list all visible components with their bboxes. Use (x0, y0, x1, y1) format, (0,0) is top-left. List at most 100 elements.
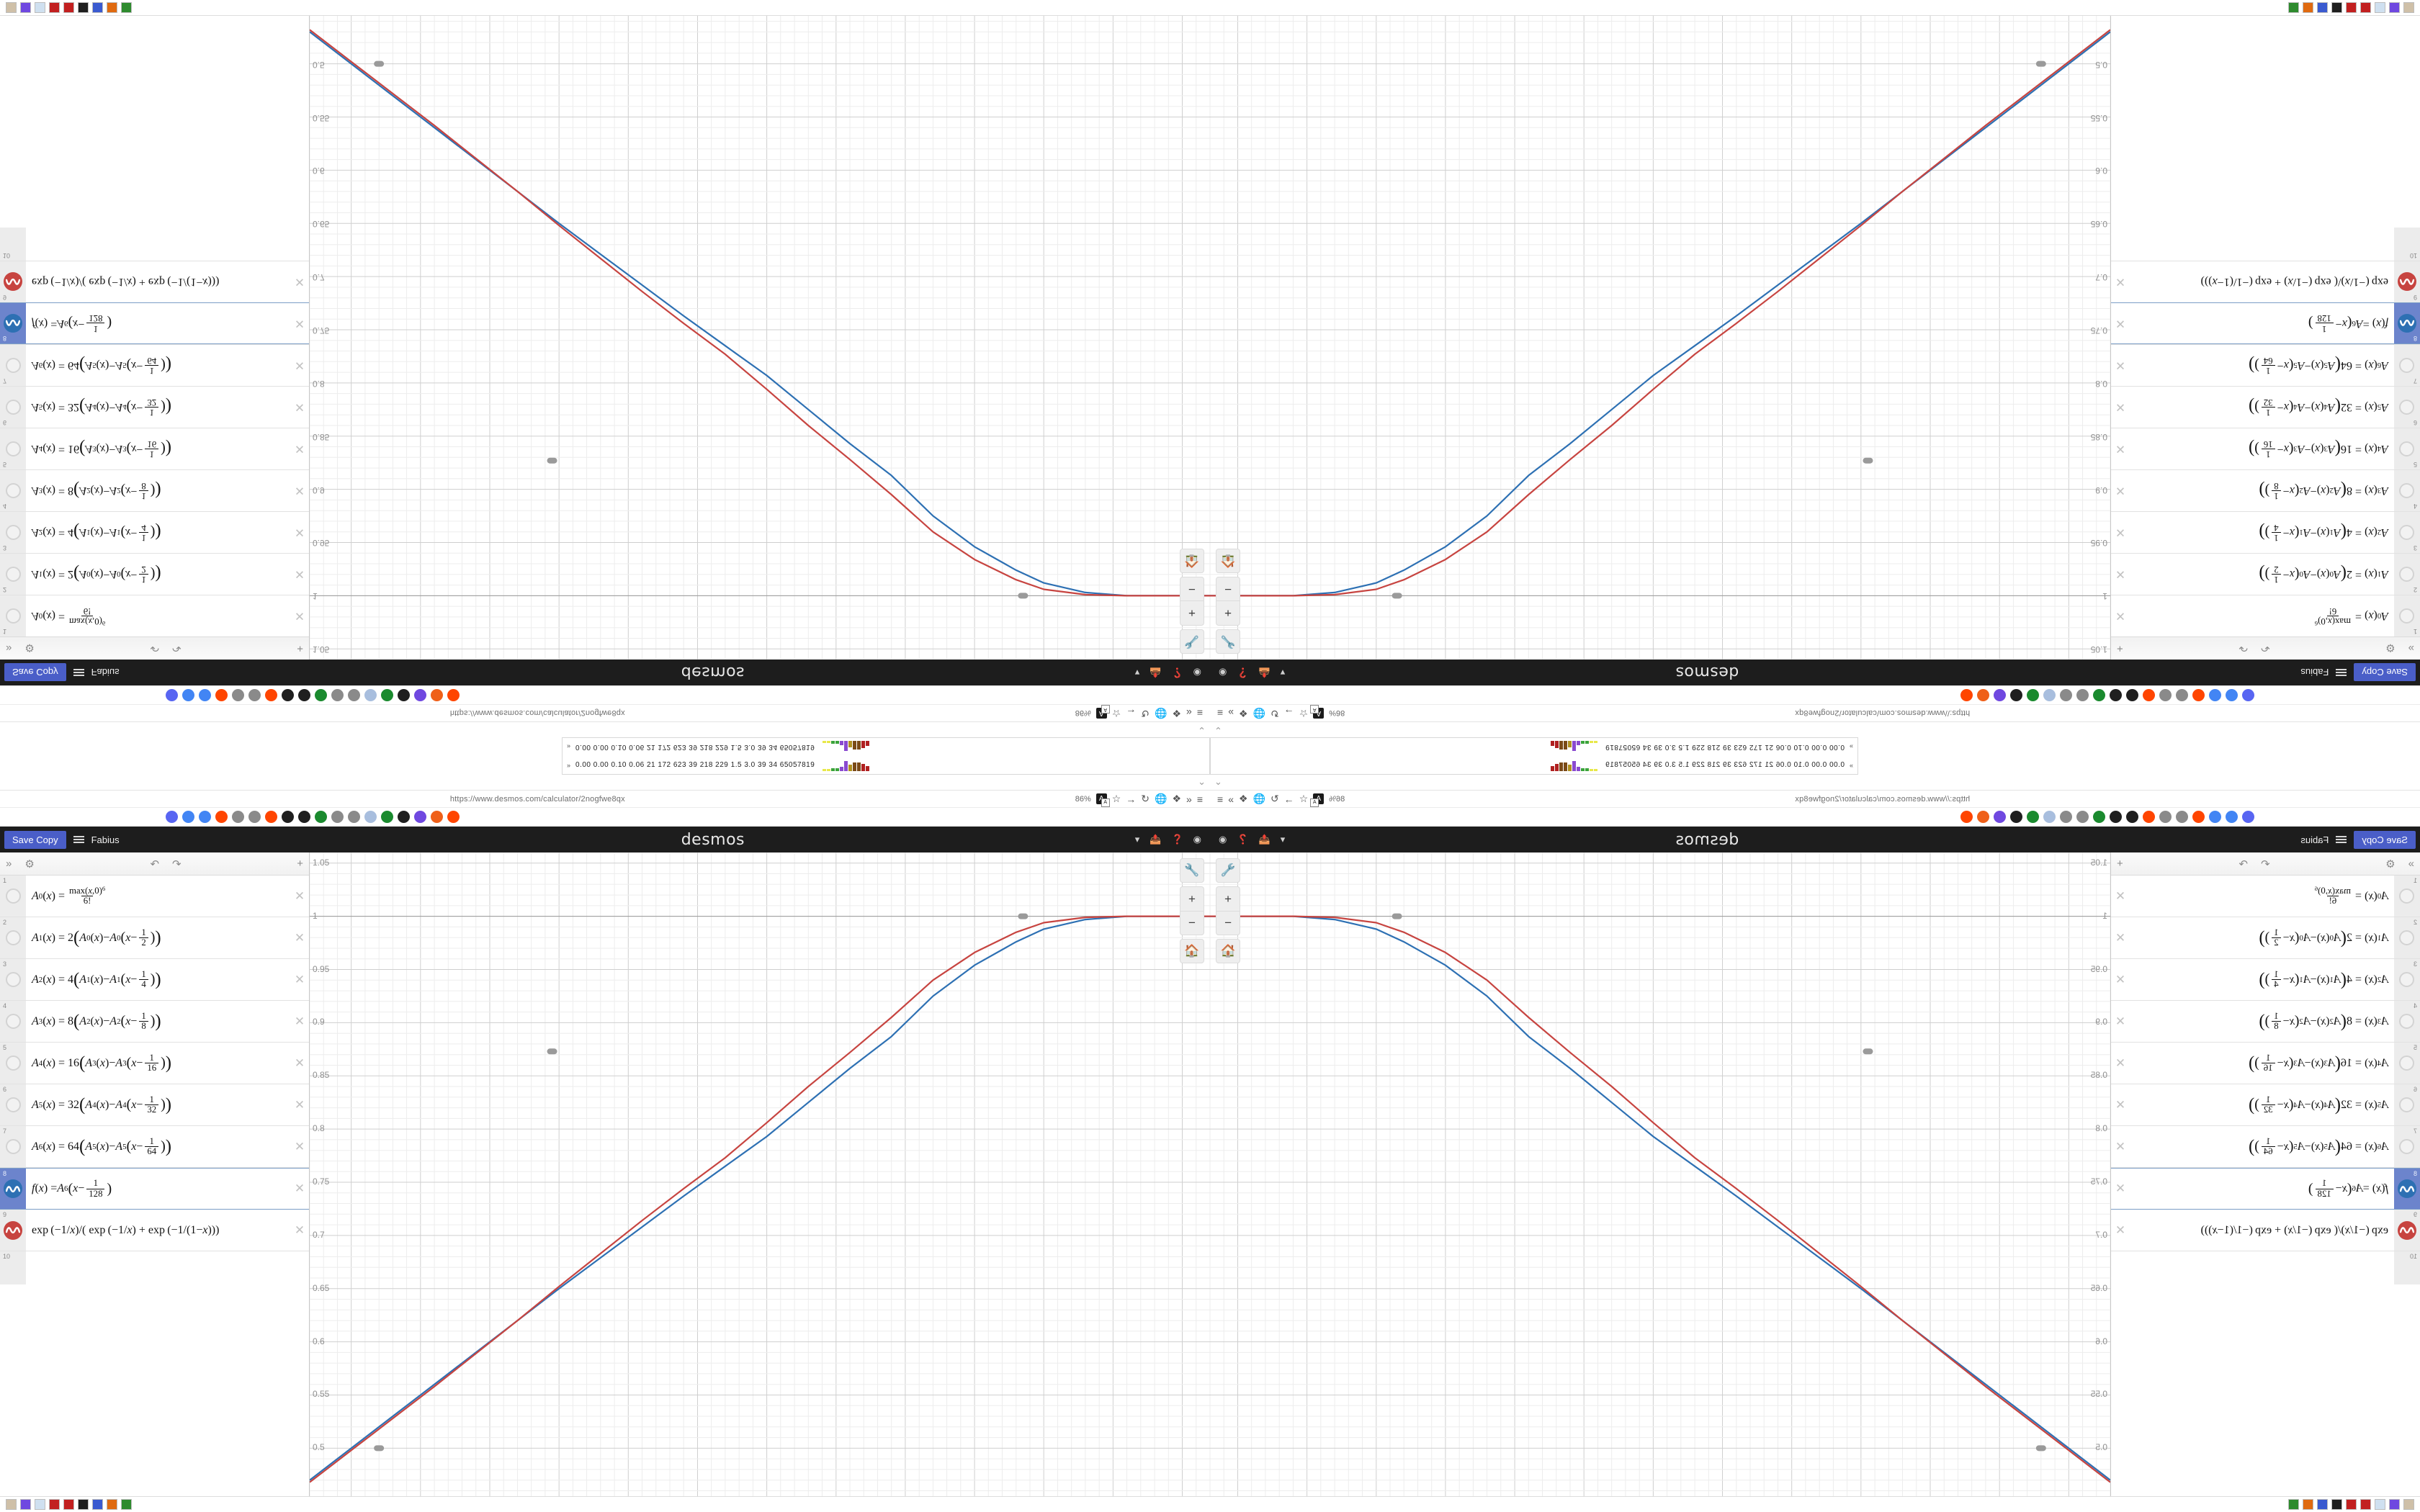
plot-toggle[interactable] (5, 525, 21, 540)
save-copy-button[interactable]: Save Copy (2354, 663, 2416, 682)
document-title[interactable]: Fabius (91, 834, 120, 845)
google-favicon[interactable] (199, 689, 211, 701)
system-monitor-caret[interactable]: » (567, 761, 571, 769)
delete-expression-icon[interactable] (2111, 1251, 2130, 1284)
undo-icon[interactable]: ↶ (2260, 858, 2270, 870)
expression-math[interactable]: A 1(x) = 2(A 0(x)− A 0(x − 1 2)) (2259, 564, 2388, 585)
expression-index-cell[interactable]: 6 (2394, 387, 2420, 428)
expression-row[interactable]: 2 A 1(x) = 2(A 0(x)− A 0(x − 1 2)) ✕ (2111, 553, 2420, 595)
expression-index-cell[interactable]: 8 (0, 303, 26, 343)
plot-toggle[interactable] (2398, 272, 2416, 292)
bookmark-star-icon[interactable]: ☆ (1111, 793, 1121, 804)
delete-expression-icon[interactable]: ✕ (294, 888, 305, 903)
plot-toggle[interactable] (2399, 1097, 2415, 1112)
expression-row[interactable]: 5 A 4(x) = 16(A 3(x)− A 3(x − 1 16)) ✕ (0, 428, 309, 469)
expression-math[interactable]: A 2(x) = 4(A 1(x)− A 1(x − 1 4)) (2259, 968, 2388, 990)
expression-math[interactable]: A 5(x) = 32(A 4(x)− A 4(x − 1 32)) (2248, 397, 2388, 418)
archive-favicon[interactable] (298, 689, 310, 701)
document-title[interactable]: Fabius (2300, 667, 2329, 678)
discord-favicon[interactable] (2242, 811, 2254, 823)
delete-expression-icon[interactable]: ✕ (294, 526, 305, 540)
share-icon[interactable]: 📤 (1150, 834, 1162, 845)
expression-index-cell[interactable]: 10 (2394, 228, 2420, 261)
expression-math[interactable]: A 2(x) = 4(A 1(x)− A 1(x − 1 4)) (2259, 522, 2388, 544)
expression-row[interactable]: 8 f(x) = A 6(x − 1 128) ✕ (2111, 1168, 2420, 1210)
zoom-level-label[interactable]: 86% (1075, 794, 1091, 804)
browser-action-icons[interactable]: 86% A ☆ → ↻ 🌐 ❖ » ≡ (1075, 707, 1210, 720)
expression-index-cell[interactable]: 1 (0, 876, 26, 917)
plot-toggle[interactable] (2398, 314, 2416, 333)
overflow-chevron-icon[interactable]: » (1228, 793, 1234, 805)
menu-icon[interactable]: ≡ (1196, 793, 1203, 805)
zoom-out-button[interactable]: − (1180, 577, 1204, 601)
expression-math[interactable]: exp (−1/x)/( exp (−1/x) + exp (−1/(1− x))… (32, 1223, 220, 1236)
reddit-favicon[interactable] (447, 689, 460, 701)
dock-app-icon[interactable] (2331, 1499, 2342, 1510)
redo-icon[interactable]: ↷ (2238, 642, 2248, 654)
overflow-chevron-icon[interactable]: » (1228, 707, 1234, 719)
expression-math[interactable]: A 3(x) = 8(A 2(x)− A 2(x − 1 8)) (2259, 480, 2388, 502)
expression-row[interactable]: 5 A 4(x) = 16(A 3(x)− A 3(x − 1 16)) ✕ (0, 1043, 309, 1084)
delete-expression-icon[interactable]: ✕ (2115, 526, 2126, 540)
home-icon[interactable]: 🏠 (1216, 549, 1240, 573)
expression-row[interactable]: 9 exp (−1/x)/( exp (−1/x) + exp (−1/(1− x)… (2111, 1210, 2420, 1251)
expression-index-cell[interactable]: 6 (0, 1084, 26, 1125)
save-copy-button[interactable]: Save Copy (4, 663, 66, 682)
delete-expression-icon[interactable]: ✕ (2115, 1182, 2126, 1195)
dock-app-icon[interactable] (107, 2, 117, 13)
gray-favicon[interactable] (248, 689, 261, 701)
reddit-favicon[interactable] (2192, 811, 2205, 823)
expression-index-cell[interactable]: 3 (2394, 512, 2420, 553)
expression-math[interactable]: exp (−1/x)/( exp (−1/x) + exp (−1/(1− x))… (2200, 1223, 2388, 1236)
expression-index-cell[interactable]: 4 (2394, 1001, 2420, 1042)
delete-expression-icon[interactable]: ✕ (294, 930, 305, 945)
delete-expression-icon[interactable]: ✕ (294, 275, 305, 289)
orange-star-favicon[interactable] (431, 811, 443, 823)
home-icon[interactable]: 🏠 (1216, 939, 1240, 963)
plot-toggle[interactable] (2399, 930, 2415, 945)
delete-expression-icon[interactable]: ✕ (2115, 359, 2126, 373)
expression-row[interactable]: 2 A 1(x) = 2(A 0(x)− A 0(x − 1 2)) ✕ (0, 917, 309, 959)
expression-math[interactable]: A 4(x) = 16(A 3(x)− A 3(x − 1 16)) (32, 438, 172, 460)
expression-row[interactable]: 6 A 5(x) = 32(A 4(x)− A 4(x − 1 32)) ✕ (2111, 1084, 2420, 1126)
expression-index-cell[interactable]: 9 (0, 261, 26, 302)
plot-toggle[interactable] (5, 1056, 21, 1071)
graph-plot-area[interactable] (1210, 0, 2110, 660)
delete-expression-icon[interactable]: ✕ (2115, 317, 2126, 330)
reddit-favicon[interactable] (2143, 689, 2155, 701)
delete-expression-icon[interactable]: ✕ (294, 1223, 305, 1237)
forward-arrow-icon[interactable]: → (1126, 793, 1137, 805)
green-favicon[interactable] (315, 811, 327, 823)
discord-favicon[interactable] (166, 689, 178, 701)
reddit-favicon[interactable] (447, 811, 460, 823)
dock-app-icon[interactable] (2375, 2, 2385, 13)
orange-star-favicon[interactable] (1977, 811, 1989, 823)
gear-icon[interactable]: ⚙ (24, 858, 35, 870)
expression-math[interactable]: A 1(x) = 2(A 0(x)− A 0(x − 1 2)) (2259, 927, 2388, 948)
help-icon[interactable]: ❓ (1171, 834, 1183, 845)
zoom-out-button[interactable]: − (1216, 577, 1240, 601)
dock-app-icon[interactable] (2346, 2, 2357, 13)
blue-globe-favicon[interactable] (364, 811, 377, 823)
dock-app-icon[interactable] (2288, 2, 2299, 13)
extensions-icon[interactable]: ❖ (1172, 793, 1182, 804)
help-icon[interactable]: ❓ (1171, 667, 1183, 678)
plot-toggle[interactable] (2399, 888, 2415, 904)
expression-math[interactable] (2130, 1251, 2394, 1284)
expression-math[interactable]: A 2(x) = 4(A 1(x)− A 1(x − 1 4)) (32, 522, 161, 544)
expand-panel-icon[interactable]: » (2408, 642, 2414, 654)
expression-row[interactable]: 5 A 4(x) = 16(A 3(x)− A 3(x − 1 16)) ✕ (2111, 1043, 2420, 1084)
dock-app-icon[interactable] (2303, 2, 2313, 13)
bookmarks-bar[interactable] (1210, 685, 2420, 704)
wrench-icon[interactable]: 🔧 (1180, 858, 1204, 883)
expression-math[interactable]: A 0(x) = max(x,0)6 6! (32, 606, 106, 627)
chevron-down-icon[interactable]: ⌄ (1198, 776, 1206, 787)
delete-expression-icon[interactable]: ✕ (2115, 275, 2126, 289)
green-favicon[interactable] (315, 689, 327, 701)
browser-address-bar[interactable]: https://www.desmos.com/calculator/2nogfw… (1210, 791, 2420, 808)
discord-favicon[interactable] (2242, 689, 2254, 701)
delete-expression-icon[interactable]: ✕ (2115, 1097, 2126, 1112)
dock-app-icon[interactable] (2403, 1499, 2414, 1510)
delete-expression-icon[interactable]: ✕ (2115, 1014, 2126, 1028)
expression-row[interactable]: 8 f(x) = A 6(x − 1 128) ✕ (2111, 302, 2420, 344)
